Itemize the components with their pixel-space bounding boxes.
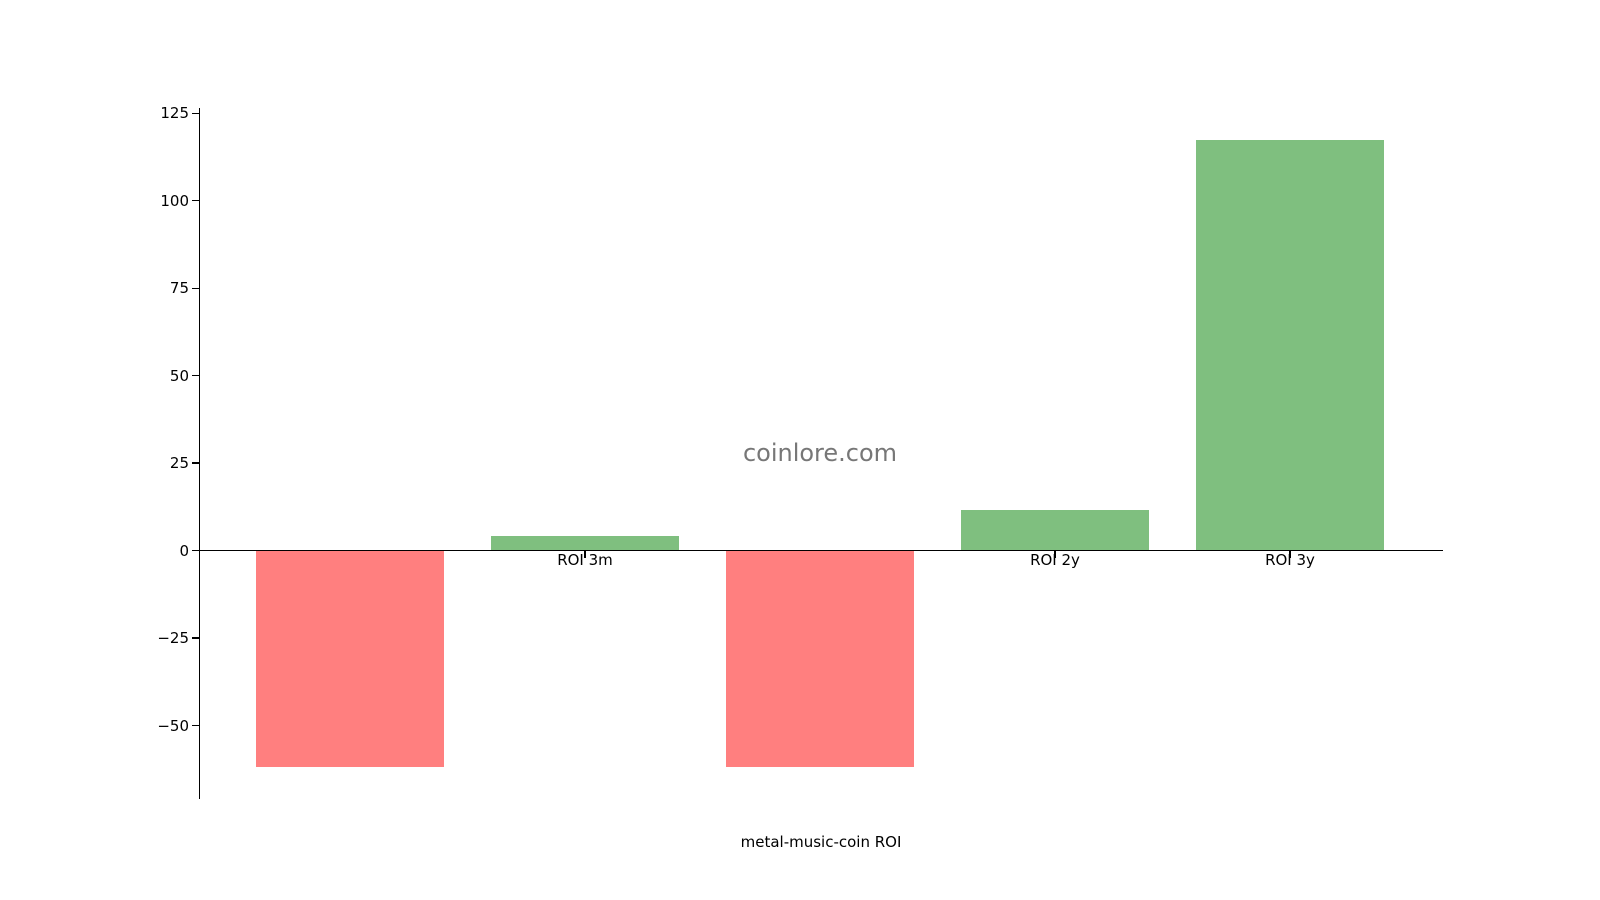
y-tick-label-125: 125: [160, 104, 189, 123]
y-tick-label--25: −25: [157, 629, 189, 648]
bar-roi-2y: [961, 509, 1149, 551]
y-tick-label-75: 75: [169, 279, 189, 298]
bar-unlabeled-0: [256, 550, 444, 768]
x-tick-roi-2y: [1054, 550, 1056, 558]
y-tick: [191, 375, 199, 377]
y-tick-label-0: 0: [179, 541, 189, 560]
y-tick: [191, 462, 199, 464]
y-tick-label--50: −50: [157, 716, 189, 735]
x-tick-roi-3m: [584, 550, 586, 558]
bar-unlabeled-2: [726, 550, 914, 768]
y-tick-label-100: 100: [160, 191, 189, 210]
x-tick-label-roi-2y: ROI 2y: [1030, 551, 1080, 570]
y-tick-label-25: 25: [169, 454, 189, 473]
y-tick: [191, 200, 199, 202]
x-axis-title: metal-music-coin ROI: [740, 833, 902, 851]
y-tick: [191, 637, 199, 639]
x-tick-roi-3y: [1289, 550, 1291, 558]
x-axis-line: [200, 549, 1443, 552]
x-tick-label-roi-3m: ROI 3m: [557, 551, 613, 570]
y-tick: [191, 287, 199, 289]
bar-roi-3m: [491, 535, 679, 551]
y-tick-label-50: 50: [169, 366, 189, 385]
bar-roi-3y: [1196, 140, 1384, 551]
x-tick-label-roi-3y: ROI 3y: [1265, 551, 1315, 570]
watermark-text: coinlore.com: [742, 439, 898, 467]
y-tick: [191, 112, 199, 114]
y-axis-spine: [198, 108, 200, 799]
y-tick: [191, 549, 199, 552]
y-tick: [191, 724, 199, 727]
